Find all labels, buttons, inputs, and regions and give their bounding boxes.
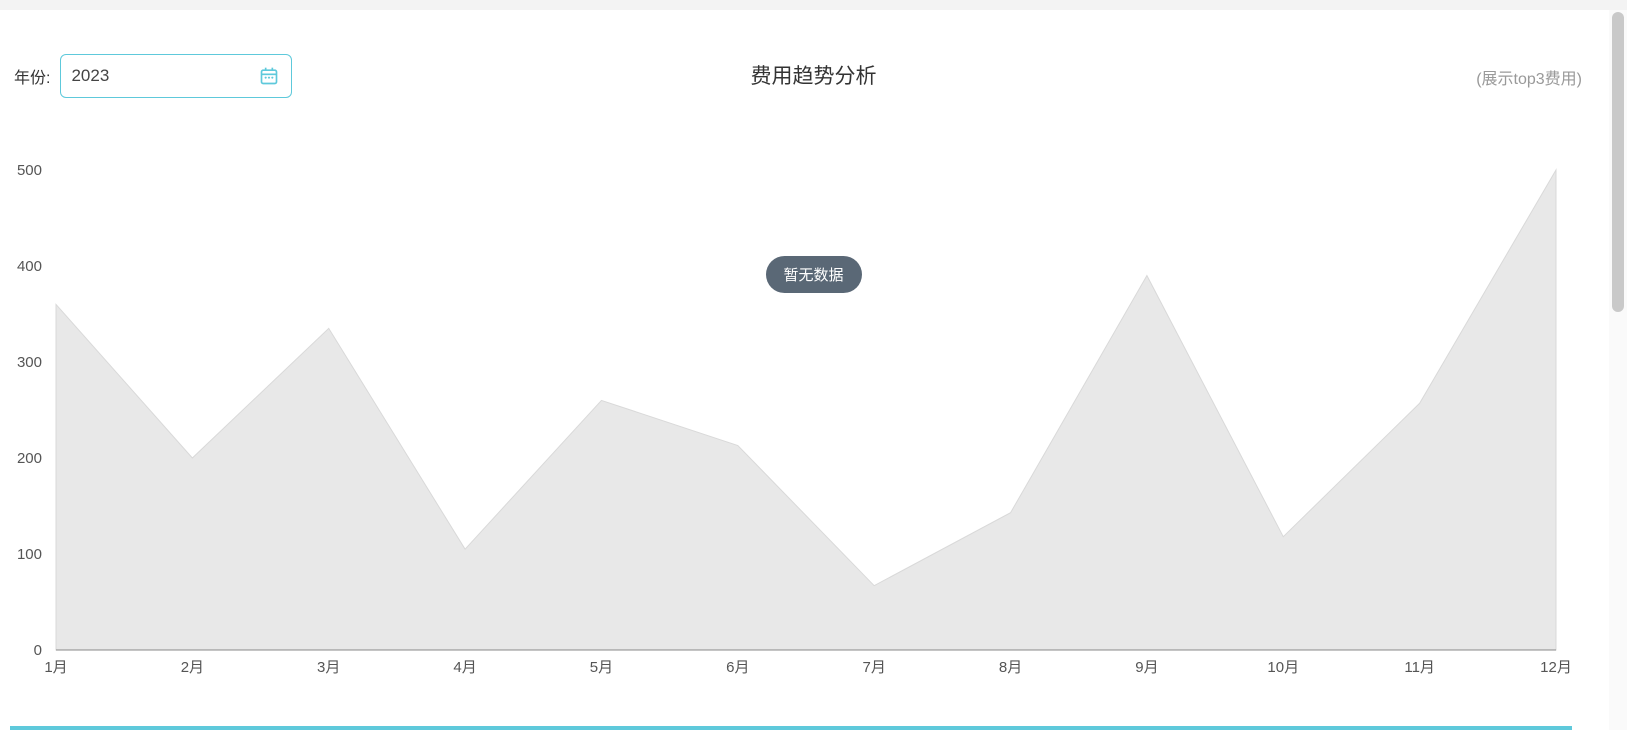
chart-title: 费用趋势分析 <box>751 60 877 90</box>
year-label: 年份: <box>14 64 50 88</box>
svg-text:3月: 3月 <box>317 659 340 676</box>
calendar-icon <box>259 66 279 86</box>
svg-text:12月: 12月 <box>1540 659 1572 676</box>
svg-text:7月: 7月 <box>863 659 886 676</box>
svg-text:1月: 1月 <box>44 659 67 676</box>
svg-text:6月: 6月 <box>726 659 749 676</box>
chart-subtitle: (展示top3费用) <box>1476 65 1582 89</box>
svg-text:0: 0 <box>34 642 42 659</box>
area-chart: 0 100 200 300 400 500 1月 2月 3月 4月 5月 6月 7月 8月 9月 10月 11月… <box>0 90 1590 710</box>
svg-text:11月: 11月 <box>1404 659 1435 676</box>
svg-text:9月: 9月 <box>1135 659 1158 676</box>
top-bar <box>0 0 1627 10</box>
svg-text:10月: 10月 <box>1267 659 1299 676</box>
no-data-tooltip: 暂无数据 <box>765 256 861 293</box>
svg-text:2月: 2月 <box>181 659 204 676</box>
year-value: 2023 <box>71 66 109 86</box>
svg-text:5月: 5月 <box>590 659 613 676</box>
chart-area: 0 100 200 300 400 500 1月 2月 3月 4月 5月 6月 7月 8月 9月 10月 11月… <box>0 90 1590 710</box>
svg-text:500: 500 <box>17 162 42 179</box>
header-row: 年份: 2023 费用趋势分析 (展示top3费用) <box>0 10 1627 90</box>
bottom-accent-bar <box>10 726 1572 730</box>
svg-text:8月: 8月 <box>999 659 1022 676</box>
svg-text:300: 300 <box>17 354 42 371</box>
svg-text:100: 100 <box>17 546 42 563</box>
svg-text:4月: 4月 <box>453 659 476 676</box>
scrollbar-vertical[interactable] <box>1609 10 1627 730</box>
scrollbar-thumb[interactable] <box>1612 12 1624 312</box>
svg-text:200: 200 <box>17 450 42 467</box>
svg-text:400: 400 <box>17 258 42 275</box>
